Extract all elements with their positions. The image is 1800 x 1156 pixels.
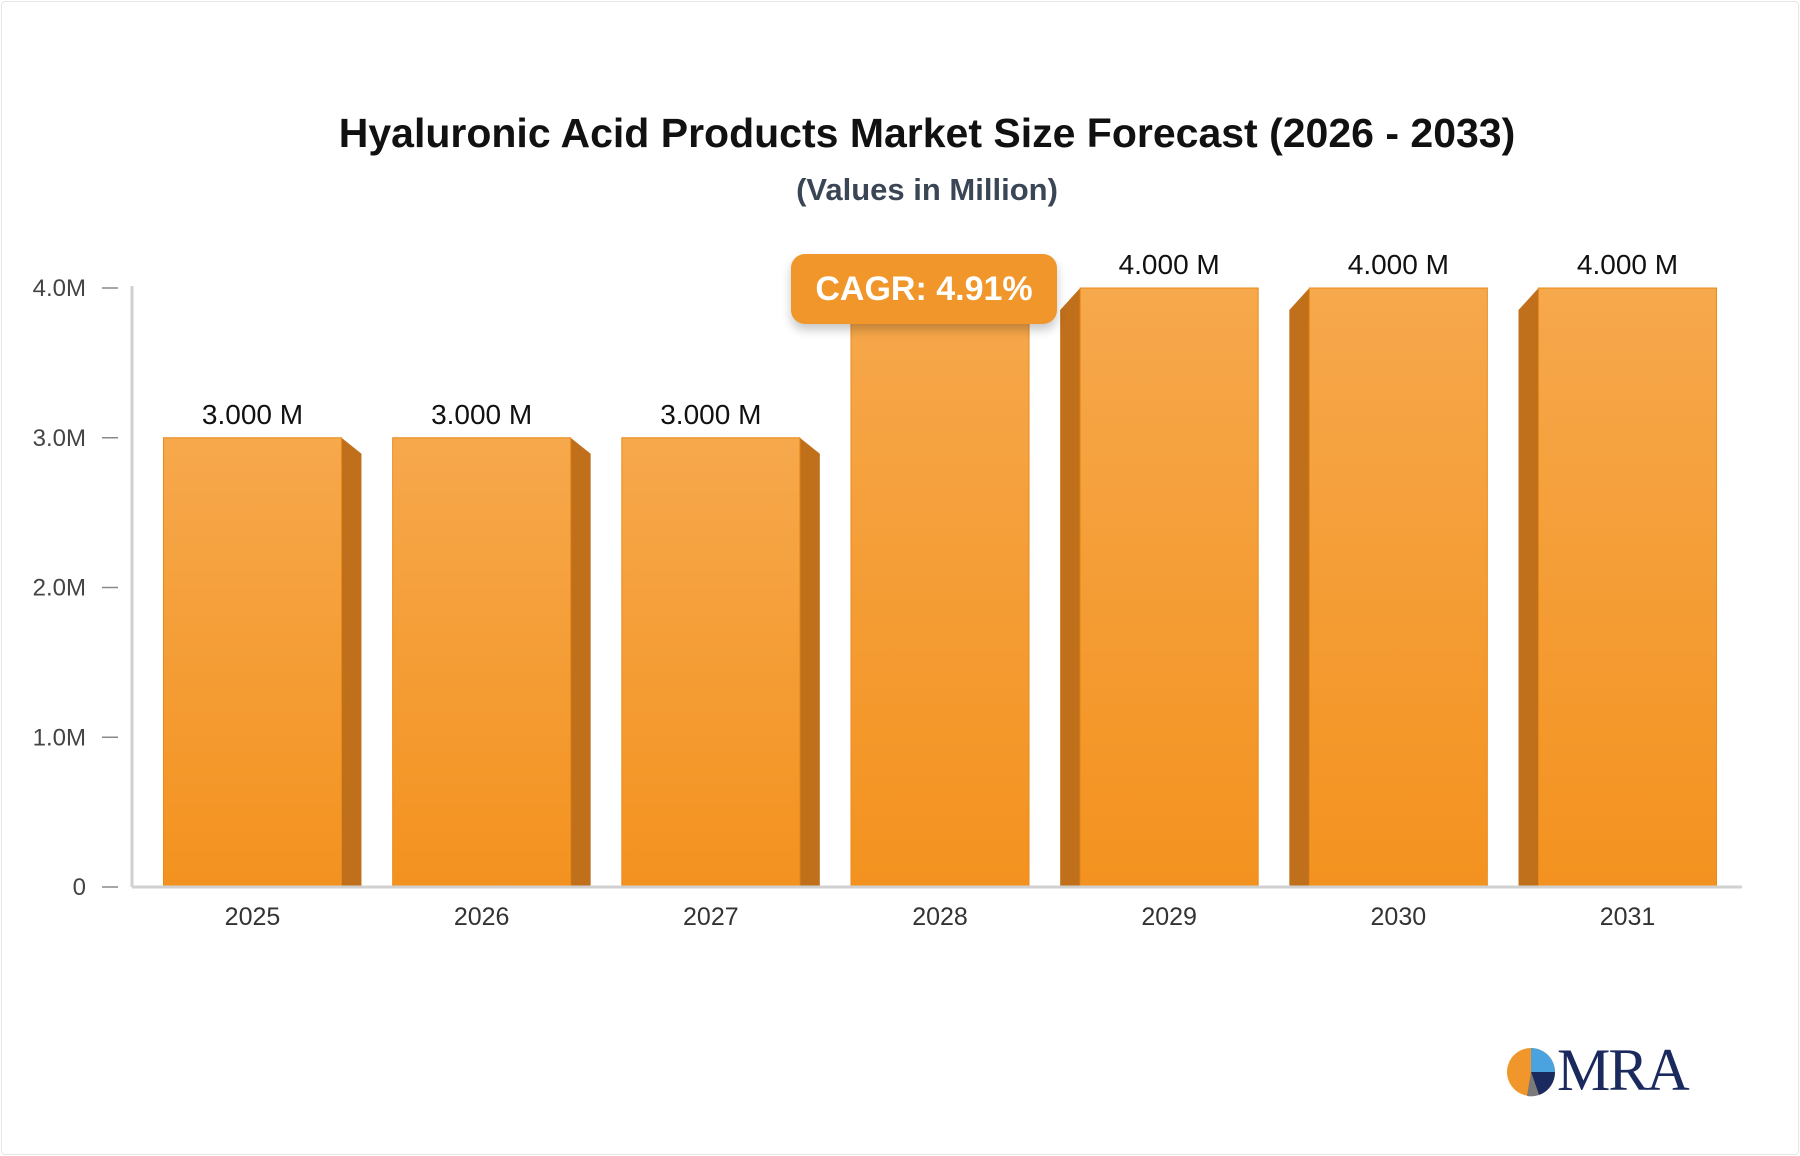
x-axis: 2025 2026 2027 2028 2029 2030 2031 (132, 885, 1742, 931)
bar-value-label: 3.000 M (202, 399, 303, 430)
bar-2026: 3.000 M (392, 399, 591, 888)
y-tick-label: 3.0M (33, 425, 86, 452)
y-tick-label: 0 (73, 874, 86, 901)
x-tick-label: 2031 (1600, 903, 1656, 931)
bar-front-face (162, 437, 342, 888)
bar-side-face (341, 437, 362, 887)
bar-front-face (392, 437, 572, 888)
bar-side-face (1518, 288, 1539, 887)
bar-value-label: 3.000 M (431, 399, 532, 430)
y-axis: 0 1.0M 2.0M 3.0M 4.0M (33, 275, 134, 901)
bar-side-face (1289, 288, 1310, 887)
chart-title: Hyaluronic Acid Products Market Size For… (338, 110, 1516, 156)
y-tick-label: 1.0M (33, 724, 86, 751)
logo-text: MRA (1557, 1037, 1690, 1103)
pie-logo-icon (1507, 1048, 1556, 1097)
x-tick-label: 2027 (683, 903, 739, 931)
bar-front-face (850, 287, 1030, 888)
x-tick-label: 2030 (1371, 903, 1427, 931)
bar-side-face (799, 437, 820, 887)
bar-value-label: 3.000 M (660, 399, 761, 430)
bar-front-face (1079, 287, 1259, 888)
bar-front-face (1538, 287, 1718, 888)
bars: 3.000 M 3.000 M 3.000 M 4.000 M 4.000 M 4.000… (162, 249, 1718, 888)
x-tick-label: 2029 (1141, 903, 1197, 931)
bar-2028 (850, 287, 1030, 888)
bar-value-label: 4.000 M (1577, 249, 1678, 280)
cagr-badge: CAGR: 4.91% (791, 254, 1057, 324)
bar-value-label: 4.000 M (1119, 249, 1220, 280)
x-tick-label: 2026 (454, 903, 510, 931)
bar-front-face (1308, 287, 1488, 888)
y-tick-label: 4.0M (33, 275, 86, 302)
bar-2027: 3.000 M (621, 399, 820, 888)
bar-side-face (570, 437, 591, 887)
bar-2030: 4.000 M (1289, 249, 1488, 888)
bar-2029: 4.000 M (1060, 249, 1259, 888)
bar-2025: 3.000 M (162, 399, 362, 888)
chart-subtitle: (Values in Million) (796, 172, 1058, 207)
y-tick-label: 2.0M (33, 575, 86, 602)
bar-side-face (1060, 288, 1081, 887)
x-tick-label: 2028 (912, 903, 968, 931)
bar-value-label: 4.000 M (1348, 249, 1449, 280)
mra-logo: MRA (1505, 1040, 1695, 1100)
x-tick-label: 2025 (225, 903, 281, 931)
bar-front-face (621, 437, 801, 888)
bar-2031: 4.000 M (1518, 249, 1718, 888)
